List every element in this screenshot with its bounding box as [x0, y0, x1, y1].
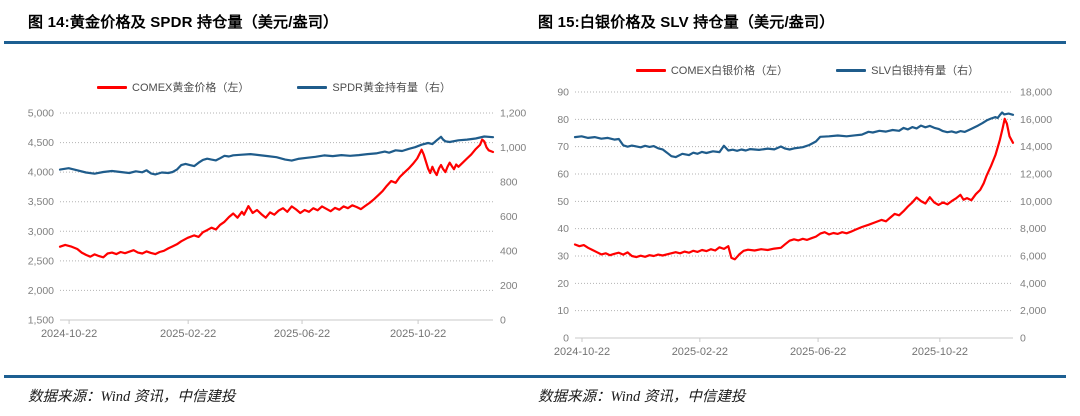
left-axis-tick-label: 5,000	[28, 108, 54, 120]
right-axis-tick-label: 400	[500, 246, 518, 258]
right-axis-tick-label: 6,000	[1020, 251, 1046, 263]
silver-chart: COMEX白银价格（左） SLV白银持有量（右） 90 80 70 60 50 40 30 20…	[535, 50, 1080, 368]
left-axis-tick-label: 30	[557, 251, 569, 263]
right-axis-tick-label: 18,000	[1020, 87, 1052, 99]
series-line-price	[573, 117, 1015, 261]
left-axis-tick-label: 20	[557, 278, 569, 290]
x-axis-tick-label: 2025-02-22	[672, 346, 728, 358]
left-axis-tick-label: 3,500	[28, 196, 54, 208]
left-axis-tick-label: 2,000	[28, 285, 54, 297]
gold-chart-plot: 5,000 4,500 4,000 3,500 3,000 2,500 2,000 1,500…	[28, 108, 527, 341]
right-axis-tick-label: 600	[500, 211, 518, 223]
left-axis-tick-label: 4,000	[28, 167, 54, 179]
series-line-holdings	[573, 111, 1015, 159]
right-axis-tick-label: 16,000	[1020, 114, 1052, 126]
x-axis-tick-label: 2025-06-22	[790, 346, 846, 358]
top-divider	[4, 41, 1066, 44]
left-axis-tick-label: 0	[563, 333, 569, 345]
x-axis-tick-label: 2024-10-22	[41, 328, 97, 340]
right-axis-tick-label: 0	[500, 315, 506, 327]
left-axis-tick-label: 70	[557, 141, 569, 153]
left-axis-tick-label: 50	[557, 196, 569, 208]
left-axis-tick-label: 3,000	[28, 226, 54, 238]
series-line-holdings	[58, 135, 495, 176]
x-axis-tick-label: 2025-02-22	[160, 328, 216, 340]
figure-title-gold: 图 14:黄金价格及 SPDR 持仓量（美元/盎司）	[28, 14, 339, 31]
right-axis-tick-label: 4,000	[1020, 278, 1046, 290]
right-axis-tick-label: 800	[500, 177, 518, 189]
source-note: 数据来源：Wind 资讯，中信建投	[28, 389, 236, 405]
right-axis-tick-label: 10,000	[1020, 196, 1052, 208]
right-axis-tick-label: 200	[500, 280, 518, 292]
right-axis-tick-label: 0	[1020, 333, 1026, 345]
series-line-price	[58, 138, 495, 259]
gold-chart: COMEX黄金价格（左） SPDR黄金持有量（右） 5,000 4,500 4,000…	[18, 55, 530, 355]
x-axis-tick-label: 2025-10-22	[390, 328, 446, 340]
bottom-divider	[4, 375, 1066, 378]
left-axis-tick-label: 40	[557, 223, 569, 235]
right-axis-tick-label: 2,000	[1020, 305, 1046, 317]
source-note: 数据来源：Wind 资讯，中信建投	[538, 389, 746, 405]
left-axis-tick-label: 10	[557, 305, 569, 317]
left-axis-tick-label: 80	[557, 114, 569, 126]
right-axis-tick-label: 1,200	[500, 108, 526, 120]
figure-title-silver: 图 15:白银价格及 SLV 持仓量（美元/盎司）	[538, 14, 835, 31]
silver-chart-plot: 90 80 70 60 50 40 30 20 10 0 18,000 16,000 14,000 12,…	[554, 87, 1052, 359]
right-axis-tick-label: 8,000	[1020, 223, 1046, 235]
left-axis-tick-label: 90	[557, 87, 569, 99]
x-axis-tick-label: 2024-10-22	[554, 346, 610, 358]
right-axis-tick-label: 1,000	[500, 142, 526, 154]
right-axis-tick-label: 12,000	[1020, 169, 1052, 181]
right-axis-tick-label: 14,000	[1020, 141, 1052, 153]
x-axis-tick-label: 2025-10-22	[912, 346, 968, 358]
left-axis-tick-label: 2,500	[28, 255, 54, 267]
left-axis-tick-label: 4,500	[28, 137, 54, 149]
x-axis-tick-label: 2025-06-22	[274, 328, 330, 340]
left-axis-tick-label: 1,500	[28, 315, 54, 327]
left-axis-tick-label: 60	[557, 169, 569, 181]
